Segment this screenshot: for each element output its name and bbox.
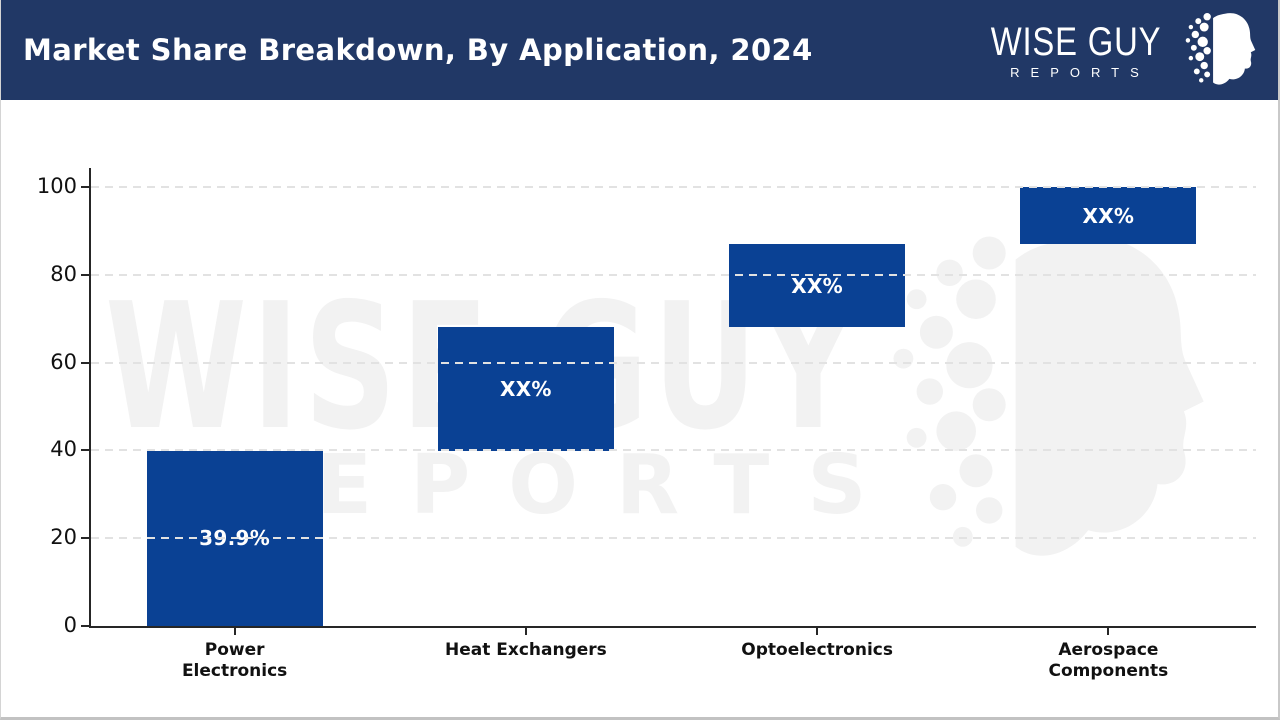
logo-subtext: REPORTS [1010,64,1150,80]
y-tick-mark [81,273,89,276]
y-axis-tick-label: 60 [50,349,77,374]
y-axis-tick-label: 20 [50,525,77,550]
bar-value-label: XX% [499,377,552,402]
page-title: Market Share Breakdown, By Application, … [23,33,813,67]
gridline [91,186,1256,188]
dotted-face-icon [1185,13,1256,85]
logo-wordmark: WISE GUY [990,19,1162,64]
y-axis-tick-label: 40 [50,437,77,462]
gridline [91,273,1256,276]
y-tick-mark [81,186,89,188]
x-tick-mark [816,628,819,635]
x-tick-mark [1107,628,1110,635]
y-tick-mark [81,361,89,364]
bar-segment: XX% [437,327,614,451]
bar-value-label: XX% [791,273,844,298]
y-axis-line [89,168,91,628]
bar-segment: XX% [729,244,906,328]
bar-value-label: XX% [1082,203,1135,228]
gridline [91,537,1256,540]
y-axis-tick-label: 100 [36,174,77,198]
x-axis-category-label: Aerospace Components [1048,640,1169,682]
y-tick-mark [81,625,89,627]
x-axis-category-label: Optoelectronics [741,640,893,660]
bar-segment: XX% [1020,187,1197,245]
y-axis-tick-label: 80 [50,261,77,286]
watermark-subtext: REPORTS [215,438,905,533]
x-axis-category-label: Power Electronics [181,640,288,682]
x-tick-mark [233,628,236,635]
y-tick-mark [81,537,89,540]
gridline [91,361,1256,364]
y-axis-tick-label: 0 [63,613,77,637]
x-tick-mark [524,628,527,635]
watermark-face-icon [893,236,1204,556]
y-tick-mark [81,449,89,452]
logo-text: WISE GUY REPORTS [972,22,1180,79]
header: Market Share Breakdown, By Application, … [1,0,1278,100]
x-axis-line [89,626,1256,628]
gridline [91,449,1256,452]
wiseguy-logo: WISE GUY REPORTS [972,9,1256,91]
x-axis-category-label: Heat Exchangers [444,640,607,660]
